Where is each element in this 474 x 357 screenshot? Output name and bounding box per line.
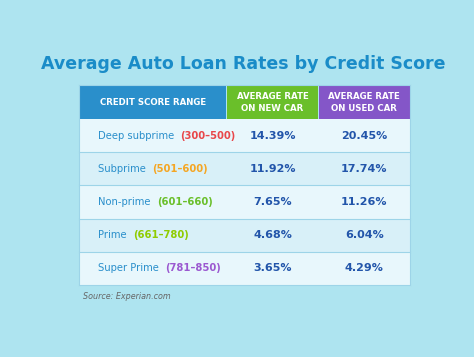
Text: 3.65%: 3.65% [253, 263, 292, 273]
Bar [80, 252, 410, 285]
Text: AVERAGE RATE
ON USED CAR: AVERAGE RATE ON USED CAR [328, 92, 400, 113]
Text: (300–500): (300–500) [181, 131, 236, 141]
Bar [80, 186, 410, 218]
Text: 7.65%: 7.65% [253, 197, 292, 207]
Text: 14.39%: 14.39% [249, 131, 296, 141]
Text: (661–780): (661–780) [133, 230, 189, 240]
Text: (601–660): (601–660) [157, 197, 212, 207]
Text: Non-prime: Non-prime [98, 197, 157, 207]
Bar [227, 85, 319, 119]
Text: Subprime: Subprime [98, 164, 152, 174]
Text: 20.45%: 20.45% [341, 131, 387, 141]
Text: Deep subprime: Deep subprime [98, 131, 181, 141]
Bar [80, 152, 410, 186]
Bar [226, 85, 227, 119]
Text: (501–600): (501–600) [152, 164, 208, 174]
Text: 4.68%: 4.68% [253, 230, 292, 240]
Text: Super Prime: Super Prime [98, 263, 165, 273]
Bar [80, 119, 410, 152]
Text: 6.04%: 6.04% [345, 230, 383, 240]
Text: Prime: Prime [98, 230, 133, 240]
Text: CREDIT SCORE RANGE: CREDIT SCORE RANGE [100, 98, 206, 107]
Bar [318, 85, 319, 119]
Text: Source: Experian.com: Source: Experian.com [83, 292, 171, 301]
Text: 17.74%: 17.74% [341, 164, 387, 174]
Bar [319, 85, 410, 119]
Bar [80, 85, 227, 119]
Text: 4.29%: 4.29% [345, 263, 383, 273]
Text: (781–850): (781–850) [165, 263, 221, 273]
Text: 11.92%: 11.92% [249, 164, 296, 174]
Text: AVERAGE RATE
ON NEW CAR: AVERAGE RATE ON NEW CAR [237, 92, 308, 113]
Text: Average Auto Loan Rates by Credit Score: Average Auto Loan Rates by Credit Score [41, 55, 445, 73]
Text: 11.26%: 11.26% [341, 197, 387, 207]
Bar [80, 218, 410, 252]
